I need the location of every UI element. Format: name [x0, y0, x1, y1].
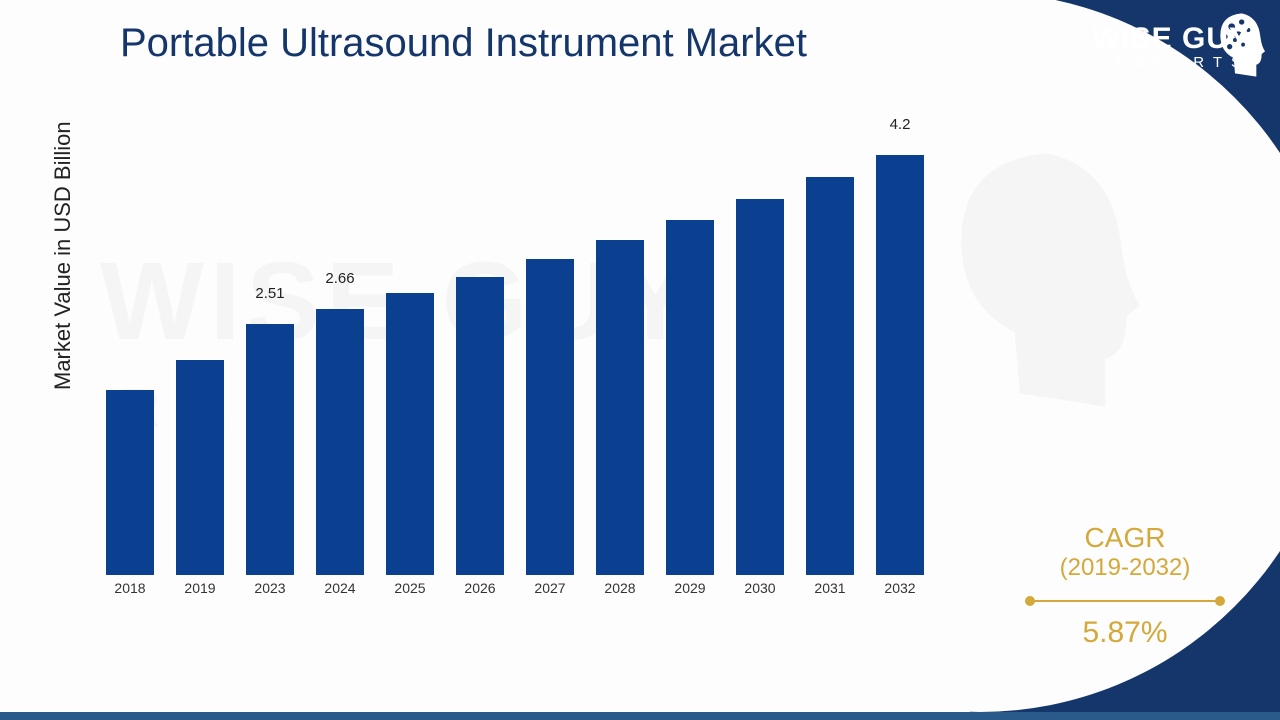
bar-value-label: 4.2 [890, 116, 911, 133]
bar-2032: 4.2 [865, 155, 935, 575]
brand-logo: WISE GUY REPORTS [1092, 22, 1250, 71]
bar-rect [876, 155, 924, 575]
bar-2029 [655, 220, 725, 575]
bar-2030 [725, 199, 795, 575]
x-axis: 2018201920232024202520262027202820292030… [95, 580, 935, 596]
y-axis-label: Market Value in USD Billion [50, 121, 76, 390]
bar-2028 [585, 240, 655, 575]
x-tick: 2025 [375, 580, 445, 596]
x-tick: 2024 [305, 580, 375, 596]
bar-value-label: 2.51 [255, 285, 284, 302]
bar-rect [316, 309, 364, 575]
x-tick: 2026 [445, 580, 515, 596]
cagr-label: CAGR [1010, 522, 1240, 554]
x-tick: 2018 [95, 580, 165, 596]
x-tick: 2023 [235, 580, 305, 596]
bar-2018 [95, 390, 165, 575]
x-tick: 2019 [165, 580, 235, 596]
bar-2024: 2.66 [305, 309, 375, 575]
bar-2031 [795, 177, 865, 575]
bar-rect [106, 390, 154, 575]
bar-rect [526, 259, 574, 575]
cagr-box: CAGR (2019-2032) 5.87% [1010, 522, 1240, 650]
bar-rect [386, 293, 434, 575]
bar-2027 [515, 259, 585, 575]
bar-2026 [445, 277, 515, 575]
bar-rect [596, 240, 644, 575]
bar-rect [456, 277, 504, 575]
x-tick: 2029 [655, 580, 725, 596]
x-tick: 2030 [725, 580, 795, 596]
bar-rect [806, 177, 854, 575]
x-tick: 2031 [795, 580, 865, 596]
bar-rect [176, 360, 224, 575]
cagr-divider [1030, 600, 1220, 602]
bar-2023: 2.51 [235, 324, 305, 575]
bottom-strip [0, 712, 1280, 720]
bar-chart: 2.512.664.2 [95, 145, 935, 575]
x-tick: 2028 [585, 580, 655, 596]
bar-2019 [165, 360, 235, 575]
bar-value-label: 2.66 [325, 270, 354, 287]
x-tick: 2032 [865, 580, 935, 596]
bar-rect [666, 220, 714, 575]
x-tick: 2027 [515, 580, 585, 596]
bar-2025 [375, 293, 445, 575]
bar-rect [736, 199, 784, 575]
bar-rect [246, 324, 294, 575]
chart-title: Portable Ultrasound Instrument Market [120, 20, 807, 66]
cagr-period: (2019-2032) [1010, 554, 1240, 582]
cagr-value: 5.87% [1010, 616, 1240, 650]
